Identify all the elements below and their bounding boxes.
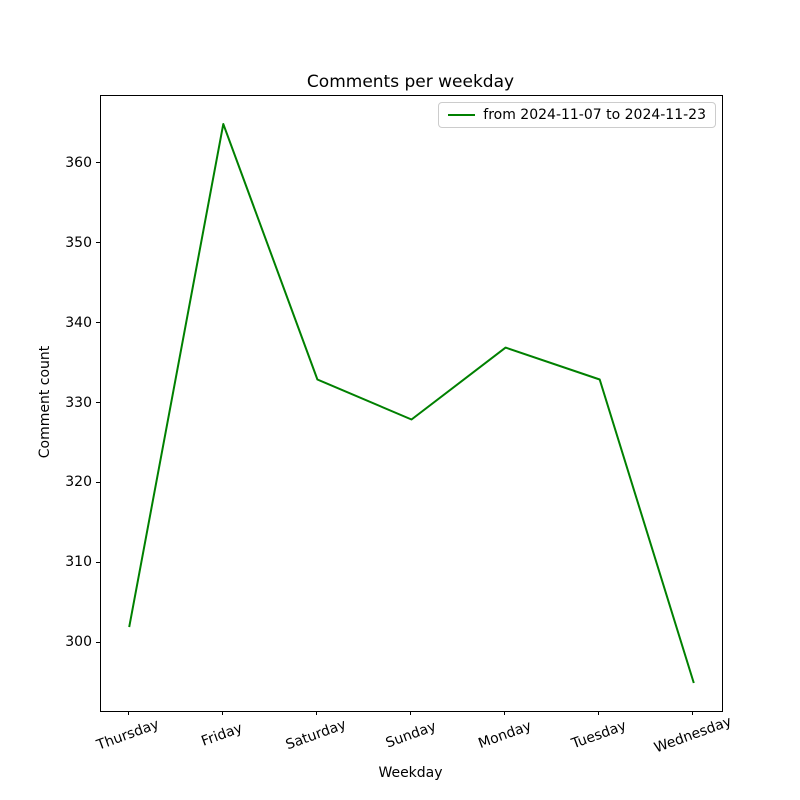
x-axis-label: Weekday [378,765,443,781]
x-tick-label: Thursday [94,716,162,754]
x-tick-label: Tuesday [569,717,629,753]
x-tick-label: Saturday [284,716,349,754]
y-tick-mark [96,402,100,403]
legend: from 2024-11-07 to 2024-11-23 [438,102,716,128]
x-tick-mark [410,711,411,715]
x-tick-mark [315,711,317,715]
plot-area: from 2024-11-07 to 2024-11-23 [100,95,723,712]
y-tick-mark [96,162,100,164]
y-tick-label: 330 [65,394,92,411]
x-tick-mark [598,711,600,715]
x-tick-mark [221,711,223,715]
y-tick-label: 360 [65,154,92,171]
y-axis-label: Comment count [37,345,53,459]
y-tick-label: 350 [65,234,92,251]
x-tick-mark [127,711,129,715]
y-tick-mark [96,641,100,643]
y-tick-mark [96,561,100,563]
y-tick-mark [96,322,100,324]
y-tick-label: 300 [65,634,92,651]
y-tick-label: 320 [65,474,92,491]
legend-label: from 2024-11-07 to 2024-11-23 [483,107,706,123]
y-tick-label: 310 [65,554,92,571]
chart-title: Comments per weekday [306,72,515,92]
x-tick-label: Friday [199,720,245,750]
y-tick-mark [96,481,100,483]
x-tick-label: Monday [475,718,534,752]
legend-line-sample [448,114,476,116]
y-tick-label: 340 [65,314,92,331]
x-tick-mark [692,711,694,715]
line-series [128,123,695,684]
x-tick-label: Wednesday [651,713,734,757]
y-tick-mark [96,242,100,244]
x-tick-mark [504,711,506,715]
x-tick-label: Sunday [383,718,438,752]
series-line [128,123,695,684]
